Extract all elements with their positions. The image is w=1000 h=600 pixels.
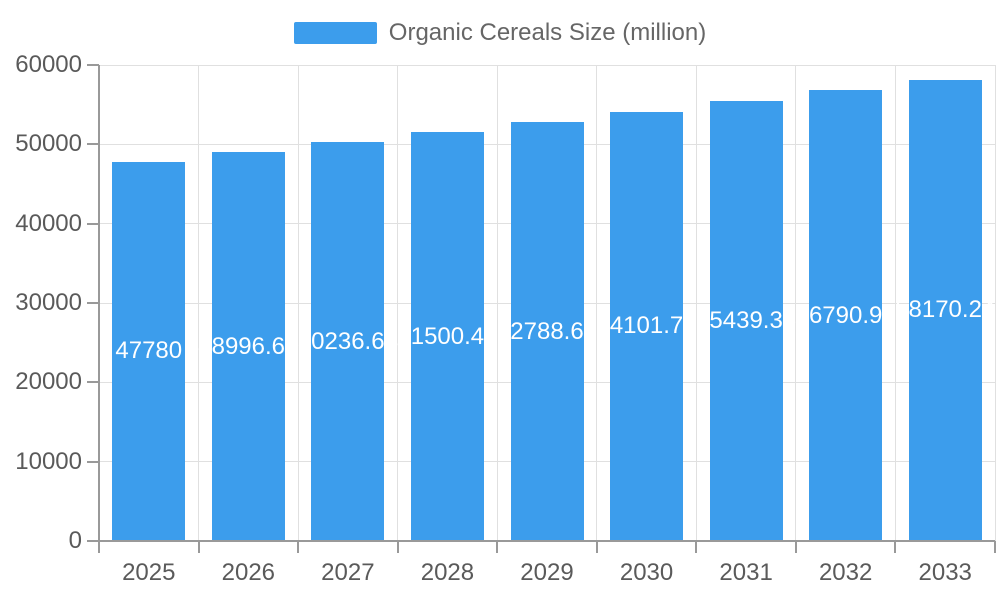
y-tick-mark (87, 64, 99, 66)
x-boundary-gridline (695, 65, 697, 541)
y-axis-line (98, 65, 100, 541)
bar[interactable] (410, 132, 484, 541)
x-tick-mark (794, 541, 797, 553)
bar[interactable] (610, 111, 684, 541)
x-tick-mark (595, 541, 598, 553)
bar[interactable] (809, 90, 883, 541)
bar[interactable] (112, 161, 186, 541)
x-boundary-gridline (297, 65, 299, 541)
legend-label: Organic Cereals Size (million) (388, 19, 707, 46)
x-tick-mark (197, 541, 200, 553)
bar[interactable] (211, 152, 285, 541)
x-tick-label: 2026 (221, 559, 276, 586)
bar[interactable] (510, 122, 584, 541)
x-boundary-gridline (496, 65, 498, 541)
x-tick-label: 2025 (122, 559, 176, 586)
x-tick-label: 2028 (420, 559, 475, 586)
y-tick-label: 60000 (15, 51, 82, 78)
y-tick-mark (87, 381, 99, 384)
x-boundary-gridline (198, 65, 200, 541)
y-tick-label: 10000 (15, 447, 82, 475)
x-boundary-gridline (994, 65, 996, 541)
x-tick-mark (297, 541, 300, 553)
x-boundary-gridline (894, 65, 896, 541)
x-boundary-gridline (397, 65, 399, 541)
y-tick-label: 0 (68, 527, 82, 554)
bar[interactable] (311, 142, 385, 541)
x-tick-mark (994, 541, 996, 553)
x-tick-label: 2029 (520, 559, 574, 586)
legend-item[interactable]: Organic Cereals Size (million) (0, 18, 1000, 48)
y-tick-mark (87, 460, 99, 463)
y-tick-label: 20000 (15, 368, 82, 396)
x-tick-mark (496, 541, 499, 553)
x-tick-mark (695, 541, 698, 553)
y-tick-mark (87, 143, 99, 146)
bar[interactable] (908, 79, 982, 541)
x-boundary-gridline (795, 65, 797, 541)
legend-swatch (293, 22, 377, 44)
x-tick-mark (396, 541, 399, 553)
x-axis-line (99, 540, 995, 542)
x-tick-label: 2032 (818, 559, 873, 586)
y-gridline (99, 64, 995, 66)
x-tick-label: 2031 (719, 559, 773, 586)
y-tick-label: 50000 (15, 130, 82, 158)
x-tick-label: 2030 (619, 559, 674, 586)
bar[interactable] (709, 101, 783, 541)
x-boundary-gridline (596, 65, 598, 541)
y-tick-mark (87, 222, 99, 225)
x-tick-label: 2027 (321, 559, 375, 586)
x-tick-mark (98, 541, 100, 553)
y-tick-label: 30000 (15, 289, 82, 316)
y-tick-mark (87, 540, 99, 542)
y-tick-mark (87, 302, 99, 304)
y-tick-label: 40000 (15, 209, 82, 237)
x-tick-mark (894, 541, 897, 553)
x-tick-label: 2033 (918, 559, 972, 586)
